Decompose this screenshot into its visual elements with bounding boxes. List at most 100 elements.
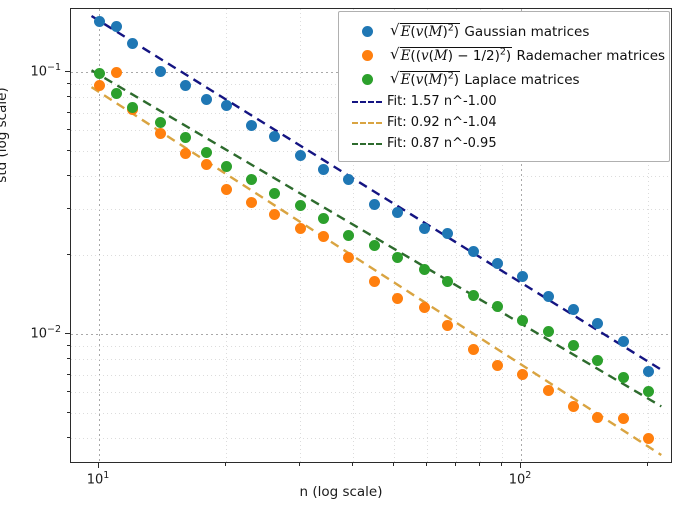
gridline bbox=[521, 9, 522, 462]
data-point bbox=[93, 79, 105, 91]
data-point bbox=[369, 199, 381, 211]
data-point bbox=[317, 213, 329, 225]
data-point bbox=[492, 360, 504, 372]
legend-label-gaussian: √E(v(M)2) Gaussian matrices bbox=[390, 21, 590, 40]
legend-item-fit-1[interactable]: Fit: 1.57 n^-1.00 bbox=[347, 91, 660, 112]
gridline bbox=[71, 412, 671, 414]
data-point bbox=[643, 385, 655, 397]
data-point bbox=[220, 161, 232, 173]
data-point bbox=[110, 88, 122, 100]
y-tick-label-1: 10−1 bbox=[30, 62, 61, 80]
gridline bbox=[300, 9, 302, 462]
gridline bbox=[648, 9, 650, 462]
data-point bbox=[567, 400, 579, 412]
data-point bbox=[155, 65, 167, 77]
data-point bbox=[294, 150, 306, 161]
legend-item-rademacher[interactable]: √E((v(M) − 1/2)2) Rademacher matrices bbox=[347, 43, 665, 67]
data-point bbox=[467, 290, 479, 302]
data-point bbox=[592, 412, 604, 424]
data-point bbox=[294, 223, 306, 235]
data-point bbox=[592, 317, 604, 329]
data-point bbox=[542, 326, 554, 338]
tick-mark bbox=[67, 411, 70, 413]
data-point bbox=[618, 372, 630, 384]
data-point bbox=[592, 355, 604, 367]
data-point bbox=[369, 239, 381, 251]
tick-mark bbox=[67, 437, 70, 439]
legend-marker-fit-3 bbox=[347, 142, 387, 145]
tick-mark bbox=[520, 463, 522, 468]
data-point bbox=[126, 38, 138, 50]
data-point bbox=[567, 304, 579, 316]
tick-mark bbox=[67, 373, 70, 375]
tick-mark bbox=[454, 463, 456, 466]
gridline bbox=[71, 255, 671, 257]
tick-mark bbox=[67, 111, 70, 113]
tick-mark bbox=[67, 129, 70, 131]
legend-marker-gaussian bbox=[347, 25, 387, 37]
data-point bbox=[542, 385, 554, 397]
gridline bbox=[427, 9, 429, 462]
data-point bbox=[201, 94, 213, 106]
data-point bbox=[467, 246, 479, 258]
legend-marker-rademacher bbox=[347, 49, 387, 61]
fit-line-1 bbox=[90, 15, 662, 371]
data-point bbox=[492, 301, 504, 313]
tick-mark bbox=[500, 463, 502, 466]
legend-marker-fit-1 bbox=[347, 100, 387, 103]
tick-mark bbox=[392, 463, 394, 466]
tick-mark bbox=[352, 463, 354, 466]
data-point bbox=[643, 432, 655, 444]
data-point bbox=[179, 132, 191, 144]
gridline bbox=[71, 374, 671, 376]
data-point bbox=[369, 275, 381, 287]
data-point bbox=[342, 229, 354, 241]
data-point bbox=[418, 302, 430, 314]
fit-line-3 bbox=[90, 69, 662, 408]
gridline bbox=[71, 438, 671, 440]
tick-mark bbox=[67, 207, 70, 209]
data-point bbox=[220, 184, 232, 196]
data-point bbox=[246, 173, 258, 185]
legend-item-fit-2[interactable]: Fit: 0.92 n^-1.04 bbox=[347, 112, 660, 133]
data-point bbox=[317, 163, 329, 175]
data-point bbox=[93, 15, 105, 27]
gridline bbox=[99, 9, 100, 462]
tick-mark bbox=[225, 463, 227, 466]
data-point bbox=[418, 223, 430, 235]
gridline bbox=[71, 392, 671, 394]
tick-mark bbox=[67, 391, 70, 393]
legend-item-laplace[interactable]: √E(v(M)2) Laplace matrices bbox=[347, 67, 660, 91]
gridline bbox=[71, 176, 671, 178]
data-point bbox=[442, 227, 454, 239]
data-point bbox=[179, 80, 191, 92]
tick-mark bbox=[67, 149, 70, 151]
data-point bbox=[618, 412, 630, 424]
data-point bbox=[442, 276, 454, 288]
legend-label-rademacher: √E((v(M) − 1/2)2) Rademacher matrices bbox=[390, 45, 666, 64]
legend-item-gaussian[interactable]: √E(v(M)2) Gaussian matrices bbox=[347, 19, 660, 43]
tick-mark bbox=[98, 463, 100, 468]
data-point bbox=[220, 99, 232, 111]
legend-label-fit-2: Fit: 0.92 n^-1.04 bbox=[387, 115, 497, 130]
tick-mark bbox=[67, 175, 70, 177]
data-point bbox=[492, 257, 504, 269]
legend-marker-laplace bbox=[347, 73, 387, 85]
y-axis-label: std (log scale) bbox=[0, 87, 10, 183]
legend-marker-fit-2 bbox=[347, 121, 387, 124]
legend-item-fit-3[interactable]: Fit: 0.87 n^-0.95 bbox=[347, 133, 660, 154]
data-point bbox=[517, 314, 529, 326]
legend-label-fit-3: Fit: 0.87 n^-0.95 bbox=[387, 136, 497, 151]
data-point bbox=[467, 344, 479, 356]
tick-mark bbox=[67, 358, 70, 360]
tick-mark bbox=[67, 254, 70, 256]
data-point bbox=[126, 101, 138, 113]
data-point bbox=[392, 251, 404, 263]
data-point bbox=[155, 128, 167, 140]
data-point bbox=[246, 196, 258, 208]
data-point bbox=[110, 21, 122, 33]
data-point bbox=[93, 67, 105, 79]
data-point bbox=[517, 369, 529, 381]
data-point bbox=[110, 67, 122, 79]
